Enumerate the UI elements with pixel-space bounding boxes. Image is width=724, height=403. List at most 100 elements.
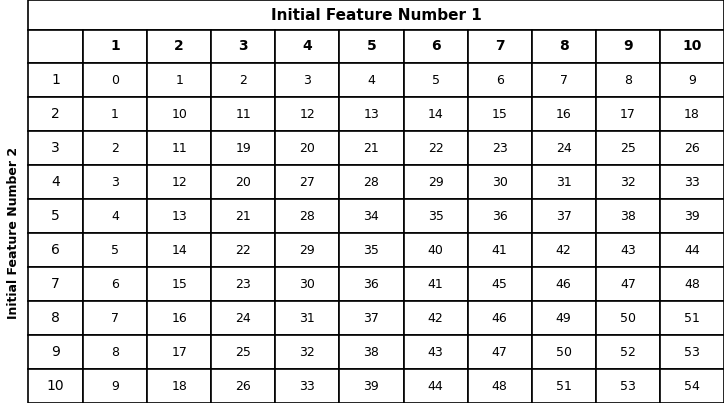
Text: 8: 8 [51, 311, 60, 325]
Text: 7: 7 [494, 39, 505, 54]
Text: 36: 36 [363, 278, 379, 291]
Bar [660, 335, 724, 369]
Text: 41: 41 [492, 243, 508, 256]
Bar [531, 233, 596, 267]
Text: 8: 8 [111, 345, 119, 359]
Bar [660, 301, 724, 335]
Text: 42: 42 [428, 312, 443, 324]
Bar [403, 233, 468, 267]
Text: 11: 11 [172, 141, 187, 154]
Bar [211, 131, 275, 165]
Bar [275, 63, 340, 97]
Bar [596, 63, 660, 97]
Bar [211, 369, 275, 403]
Text: 37: 37 [556, 210, 572, 222]
Text: 39: 39 [363, 380, 379, 393]
Text: 1: 1 [175, 73, 183, 87]
Text: 28: 28 [363, 175, 379, 189]
Bar [28, 131, 83, 165]
Text: 23: 23 [235, 278, 251, 291]
Text: 26: 26 [684, 141, 700, 154]
Bar [28, 97, 83, 131]
Bar [660, 131, 724, 165]
Bar [28, 335, 83, 369]
Text: 43: 43 [428, 345, 443, 359]
Bar [468, 267, 531, 301]
Bar [596, 301, 660, 335]
Text: 6: 6 [111, 278, 119, 291]
Bar [340, 131, 403, 165]
Bar [83, 199, 147, 233]
Bar [596, 369, 660, 403]
Bar [468, 63, 531, 97]
Bar [596, 233, 660, 267]
Bar [596, 267, 660, 301]
Text: 2: 2 [174, 39, 184, 54]
Text: 42: 42 [556, 243, 572, 256]
Text: 7: 7 [111, 312, 119, 324]
Text: 12: 12 [172, 175, 187, 189]
Text: 20: 20 [300, 141, 315, 154]
Bar [403, 63, 468, 97]
Bar [28, 267, 83, 301]
Bar [660, 30, 724, 63]
Text: 51: 51 [684, 312, 700, 324]
Text: 49: 49 [556, 312, 572, 324]
Bar [468, 97, 531, 131]
Bar [28, 369, 83, 403]
Text: 4: 4 [368, 73, 375, 87]
Text: 30: 30 [492, 175, 508, 189]
Text: 27: 27 [300, 175, 315, 189]
Text: 29: 29 [428, 175, 443, 189]
Bar [596, 97, 660, 131]
Bar [211, 267, 275, 301]
Text: 17: 17 [171, 345, 187, 359]
Text: 2: 2 [111, 141, 119, 154]
Text: 25: 25 [235, 345, 251, 359]
Bar [468, 165, 531, 199]
Text: 9: 9 [51, 345, 60, 359]
Bar [596, 30, 660, 63]
Text: 20: 20 [235, 175, 251, 189]
Text: 10: 10 [682, 39, 702, 54]
Bar [403, 30, 468, 63]
Bar [468, 301, 531, 335]
Bar [83, 301, 147, 335]
Text: Initial Feature Number 1: Initial Feature Number 1 [271, 8, 481, 23]
Text: 53: 53 [684, 345, 700, 359]
Bar [147, 301, 211, 335]
Text: 16: 16 [172, 312, 187, 324]
Text: 52: 52 [620, 345, 636, 359]
Text: 36: 36 [492, 210, 508, 222]
Text: 32: 32 [300, 345, 315, 359]
Text: 29: 29 [300, 243, 315, 256]
Text: 14: 14 [172, 243, 187, 256]
Bar [211, 165, 275, 199]
Text: 30: 30 [300, 278, 315, 291]
Text: 22: 22 [428, 141, 443, 154]
Bar [531, 199, 596, 233]
Text: 5: 5 [51, 209, 60, 223]
Bar [531, 30, 596, 63]
Bar [211, 233, 275, 267]
Text: 13: 13 [363, 108, 379, 120]
Text: 31: 31 [556, 175, 572, 189]
Bar [147, 233, 211, 267]
Text: 28: 28 [300, 210, 315, 222]
Bar [468, 199, 531, 233]
Text: 4: 4 [51, 175, 60, 189]
Text: 39: 39 [684, 210, 700, 222]
Text: 17: 17 [620, 108, 636, 120]
Bar [83, 233, 147, 267]
Bar [596, 335, 660, 369]
Bar [596, 165, 660, 199]
Bar [531, 97, 596, 131]
Bar [211, 199, 275, 233]
Bar [403, 369, 468, 403]
Bar [340, 165, 403, 199]
Text: 3: 3 [51, 141, 60, 155]
Text: 37: 37 [363, 312, 379, 324]
Text: 53: 53 [620, 380, 636, 393]
Bar [403, 335, 468, 369]
Bar [83, 369, 147, 403]
